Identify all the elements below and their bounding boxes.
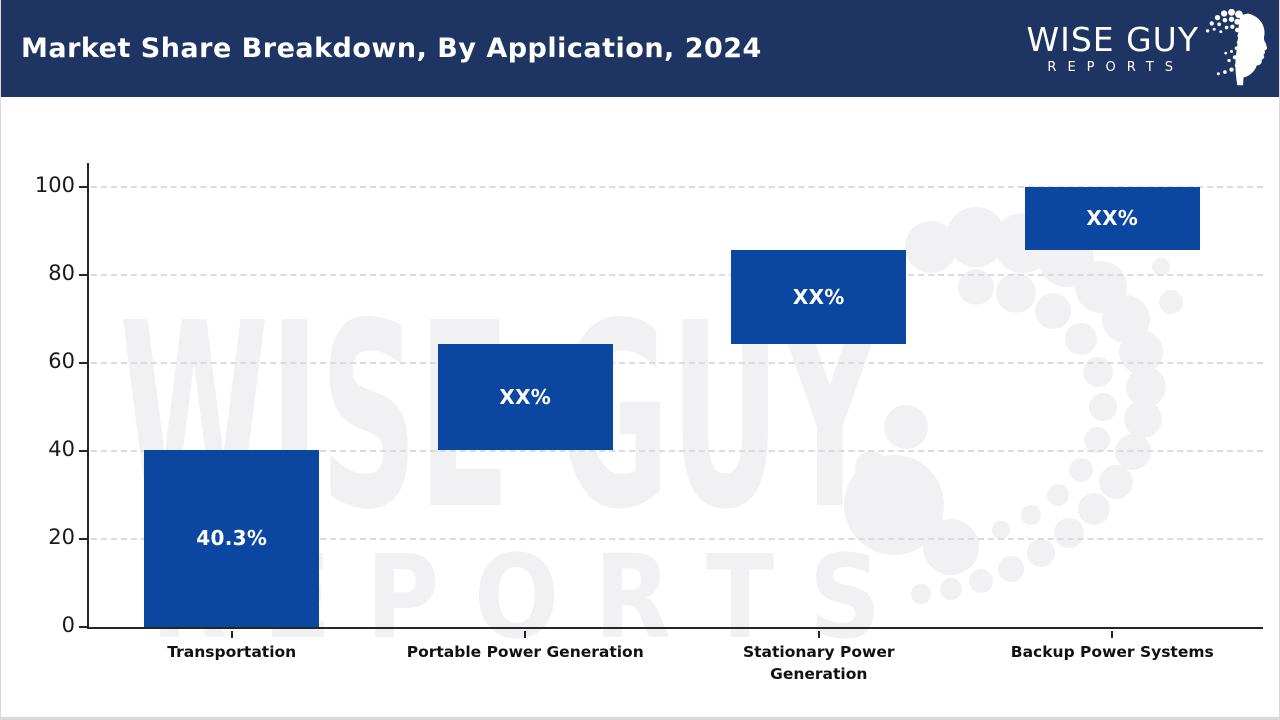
watermark-head-icon bbox=[844, 207, 1183, 604]
bar-backup-power-systems: XX% bbox=[1024, 187, 1200, 250]
brand-name-text: WISE GUY bbox=[1026, 20, 1199, 59]
chart-area: WISE GUY R E P O R T S bbox=[1, 97, 1279, 717]
y-tick-label-100: 100 bbox=[34, 173, 75, 197]
bar-value-label-stationary-power-generation: XX% bbox=[792, 284, 845, 309]
brand-subtitle-text: REPORTS bbox=[1047, 60, 1185, 75]
gridline-20 bbox=[91, 538, 1263, 540]
y-tick-mark-100 bbox=[79, 186, 88, 188]
bar-portable-power-generation: XX% bbox=[437, 344, 613, 450]
bar-transportation: 40.3% bbox=[144, 449, 320, 627]
y-tick-mark-20 bbox=[79, 538, 88, 540]
y-axis bbox=[87, 163, 89, 629]
y-tick-mark-0 bbox=[79, 626, 88, 628]
y-tick-label-0: 0 bbox=[61, 613, 75, 637]
bar-value-label-transportation: 40.3% bbox=[196, 526, 268, 551]
y-tick-mark-60 bbox=[79, 362, 88, 364]
x-category-label-stationary-power-generation: Stationary Power Generation bbox=[742, 643, 895, 683]
y-tick-mark-80 bbox=[79, 274, 88, 276]
page-title: Market Share Breakdown, By Application, … bbox=[21, 33, 762, 64]
x-tick-mark-backup-power-systems bbox=[1111, 631, 1114, 638]
x-category-label-backup-power-systems: Backup Power Systems bbox=[1010, 643, 1214, 661]
gridline-60 bbox=[91, 362, 1263, 364]
x-category-label-portable-power-generation: Portable Power Generation bbox=[406, 643, 644, 661]
y-tick-label-60: 60 bbox=[48, 349, 75, 373]
brand-logo: WISE GUY REPORTS bbox=[1026, 8, 1267, 89]
y-tick-label-20: 20 bbox=[48, 525, 75, 549]
plot-region: 40.3% XX% XX% XX% bbox=[89, 165, 1263, 627]
brand-head-icon bbox=[1205, 8, 1267, 85]
x-axis bbox=[87, 627, 1263, 629]
x-tick-mark-stationary-power-generation bbox=[817, 631, 820, 638]
y-tick-mark-40 bbox=[79, 450, 88, 452]
bar-value-label-backup-power-systems: XX% bbox=[1086, 206, 1139, 231]
gridline-40 bbox=[91, 450, 1263, 452]
brand-wordmark: WISE GUY REPORTS bbox=[1026, 23, 1199, 74]
y-tick-label-40: 40 bbox=[48, 437, 75, 461]
x-tick-mark-transportation bbox=[230, 631, 233, 638]
y-tick-label-80: 80 bbox=[48, 261, 75, 285]
x-category-label-transportation: Transportation bbox=[167, 643, 297, 661]
header-bar: Market Share Breakdown, By Application, … bbox=[1, 0, 1279, 97]
gridline-100 bbox=[91, 186, 1263, 188]
bar-value-label-portable-power-generation: XX% bbox=[499, 384, 552, 409]
gridline-80 bbox=[91, 274, 1263, 276]
x-tick-mark-portable-power-generation bbox=[524, 631, 527, 638]
bar-stationary-power-generation: XX% bbox=[731, 249, 907, 345]
